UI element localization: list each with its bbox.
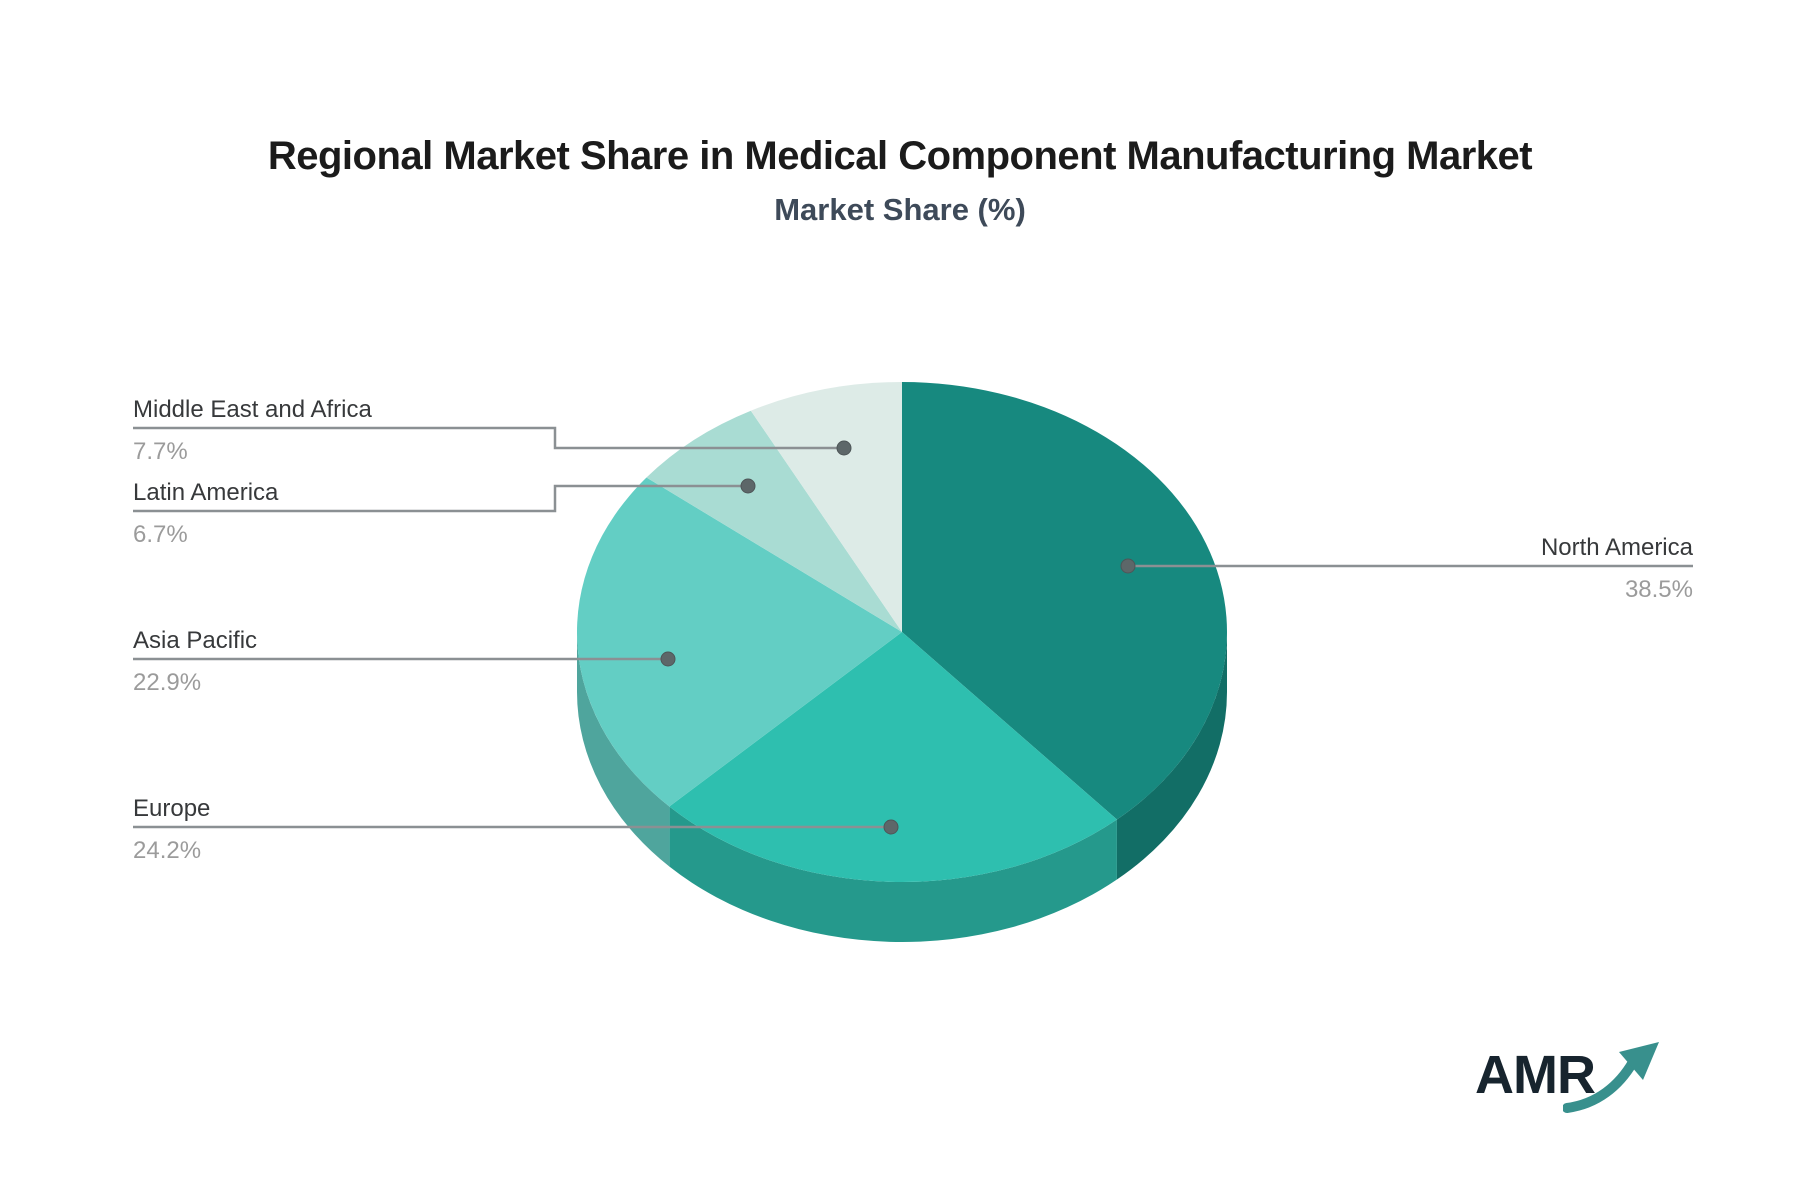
callout-line-middle-east-and-africa [133,426,844,450]
callout-dot [836,440,852,456]
callout-label-north-america: North America 38.5% [1541,533,1693,604]
callout-dot [660,651,676,667]
callout-label-asia-pacific: Asia Pacific 22.9% [133,626,257,697]
region-percent: 7.7% [133,438,188,465]
pie-slice-side [669,806,1117,942]
amr-logo: AMR [1475,1042,1695,1134]
pie-slice-north-america[interactable] [902,382,1227,820]
region-name: Europe [133,795,211,822]
region-percent: 38.5% [1624,576,1693,603]
amr-logo-text: AMR [1475,1045,1596,1105]
pie-slice-side [1116,632,1227,880]
chart-title: Regional Market Share in Medical Compone… [267,134,1533,178]
callout-label-latin-america: Latin America 6.7% [133,478,278,549]
pie-slice-asia-pacific[interactable] [576,477,902,807]
callout-dot [740,478,756,494]
pie-slice-side [577,632,670,867]
region-name: North America [1540,534,1693,561]
region-percent: 24.2% [133,837,202,864]
callout-dot [1120,558,1136,574]
pie-slice-middle-east-and-africa[interactable] [750,382,902,632]
region-name: Asia Pacific [133,627,258,654]
logo-arrow-icon [1563,1042,1659,1113]
callout-label-europe: Europe 24.2% [133,794,210,865]
region-name: Latin America [133,479,279,506]
callout-dot [883,819,899,835]
pie-slice-europe[interactable] [669,632,1117,882]
callout-line-latin-america [133,484,748,513]
region-percent: 22.9% [133,669,202,696]
region-name: Middle East and Africa [133,396,372,423]
callout-label-middle-east-africa: Middle East and Africa 7.7% [133,395,372,466]
region-percent: 6.7% [133,521,188,548]
chart-subtitle: Market Share (%) [774,192,1026,227]
pie-slice-latin-america[interactable] [646,410,902,632]
